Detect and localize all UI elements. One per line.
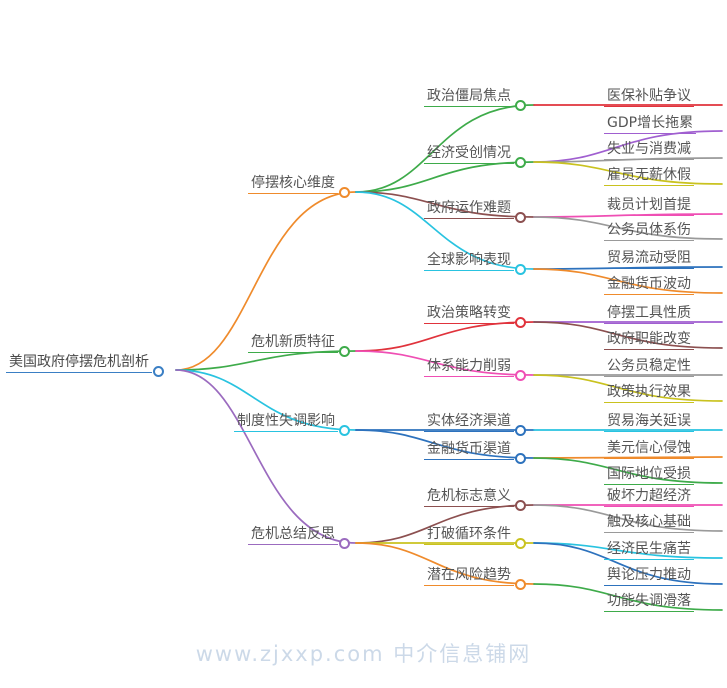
- level2-node-dot[interactable]: [515, 500, 526, 512]
- level2-node[interactable]: 打破循环条件: [424, 526, 526, 550]
- level2-node-dot[interactable]: [515, 425, 526, 437]
- leaf-node[interactable]: 停摆工具性质: [604, 305, 694, 325]
- level2-node-label: 政治僵局焦点: [424, 88, 514, 108]
- leaf-node-label: 破坏力超经济: [604, 488, 694, 508]
- branch-node-2-label: 危机新质特征: [248, 334, 338, 354]
- leaf-node[interactable]: 政府职能改变: [604, 331, 694, 351]
- branch-node-3-label: 制度性失调影响: [234, 413, 338, 433]
- leaf-node[interactable]: 裁员计划首提: [604, 197, 694, 217]
- branch-node-1-label: 停摆核心维度: [248, 175, 338, 195]
- leaf-node[interactable]: 政策执行效果: [604, 384, 694, 404]
- level2-node-dot[interactable]: [515, 157, 526, 169]
- branch-node-3-dot[interactable]: [339, 425, 350, 437]
- leaf-node-label: 功能失调滑落: [604, 593, 694, 613]
- level2-node-label: 实体经济渠道: [424, 413, 514, 433]
- level2-node[interactable]: 经济受创情况: [424, 145, 526, 169]
- leaf-node-label: 政府职能改变: [604, 331, 694, 351]
- branch-node-3[interactable]: 制度性失调影响: [234, 413, 350, 437]
- edge-path: [175, 350, 357, 371]
- level2-node-dot[interactable]: [515, 579, 526, 591]
- leaf-node-label: 贸易海关延误: [604, 413, 694, 433]
- edge-path: [355, 161, 535, 193]
- leaf-node-label: 贸易流动受阻: [604, 250, 694, 270]
- leaf-node-label: 政策执行效果: [604, 384, 694, 404]
- leaf-node[interactable]: 触及核心基础: [604, 514, 694, 534]
- leaf-node[interactable]: 贸易流动受阻: [604, 250, 694, 270]
- leaf-node-label: 舆论压力推动: [604, 567, 694, 587]
- root-node-dot[interactable]: [153, 366, 164, 378]
- leaf-node[interactable]: 公务员体系伤: [604, 222, 694, 242]
- level2-node-label: 金融货币渠道: [424, 441, 514, 461]
- level2-node[interactable]: 潜在风险趋势: [424, 567, 526, 591]
- root-node-label: 美国政府停摆危机剖析: [6, 354, 152, 374]
- leaf-node[interactable]: 失业与消费减: [604, 141, 694, 161]
- leaf-node[interactable]: 美元信心侵蚀: [604, 440, 694, 460]
- leaf-node[interactable]: GDP增长拖累: [604, 115, 697, 135]
- leaf-node[interactable]: 经济民生痛苦: [604, 541, 694, 561]
- branch-node-4-label: 危机总结反思: [248, 526, 338, 546]
- level2-node-label: 打破循环条件: [424, 526, 514, 546]
- leaf-node[interactable]: 功能失调滑落: [604, 593, 694, 613]
- leaf-node-label: 停摆工具性质: [604, 305, 694, 325]
- leaf-node-label: 触及核心基础: [604, 514, 694, 534]
- leaf-node-label: 雇员无薪休假: [604, 167, 694, 187]
- leaf-node-label: 国际地位受损: [604, 466, 694, 486]
- leaf-node[interactable]: 国际地位受损: [604, 466, 694, 486]
- level2-node[interactable]: 政府运作难题: [424, 200, 526, 224]
- leaf-node-label: 公务员稳定性: [604, 358, 694, 378]
- level2-node-dot[interactable]: [515, 264, 526, 276]
- leaf-node[interactable]: 医保补贴争议: [604, 88, 694, 108]
- leaf-node-label: 公务员体系伤: [604, 222, 694, 242]
- leaf-node-label: 美元信心侵蚀: [604, 440, 694, 460]
- leaf-node[interactable]: 破坏力超经济: [604, 488, 694, 508]
- branch-node-1[interactable]: 停摆核心维度: [248, 175, 350, 199]
- level2-node-label: 政府运作难题: [424, 200, 514, 220]
- level2-node[interactable]: 全球影响表现: [424, 252, 526, 276]
- level2-node-label: 潜在风险趋势: [424, 567, 514, 587]
- leaf-node[interactable]: 舆论压力推动: [604, 567, 694, 587]
- leaf-node-label: 失业与消费减: [604, 141, 694, 161]
- level2-node-dot[interactable]: [515, 538, 526, 550]
- leaf-node[interactable]: 金融货币波动: [604, 276, 694, 296]
- level2-node-label: 体系能力削弱: [424, 358, 514, 378]
- level2-node-dot[interactable]: [515, 453, 526, 465]
- branch-node-4-dot[interactable]: [339, 538, 350, 550]
- branch-node-2[interactable]: 危机新质特征: [248, 334, 350, 358]
- leaf-node-label: 裁员计划首提: [604, 197, 694, 217]
- level2-node-dot[interactable]: [515, 317, 526, 329]
- level2-node[interactable]: 金融货币渠道: [424, 441, 526, 465]
- level2-node-label: 政治策略转变: [424, 305, 514, 325]
- edge-path: [175, 369, 357, 544]
- leaf-node[interactable]: 公务员稳定性: [604, 358, 694, 378]
- leaf-node[interactable]: 雇员无薪休假: [604, 167, 694, 187]
- branch-node-1-dot[interactable]: [339, 187, 350, 199]
- leaf-node-label: GDP增长拖累: [604, 115, 697, 135]
- level2-node-label: 危机标志意义: [424, 488, 514, 508]
- leaf-node-label: 医保补贴争议: [604, 88, 694, 108]
- level2-node-label: 经济受创情况: [424, 145, 514, 165]
- level2-node[interactable]: 实体经济渠道: [424, 413, 526, 437]
- level2-node-dot[interactable]: [515, 212, 526, 224]
- level2-node-dot[interactable]: [515, 370, 526, 382]
- branch-node-2-dot[interactable]: [339, 346, 350, 358]
- level2-node[interactable]: 体系能力削弱: [424, 358, 526, 382]
- edge-path: [355, 321, 535, 352]
- root-node[interactable]: 美国政府停摆危机剖析: [6, 354, 164, 378]
- watermark: www.zjxxp.com 中介信息铺网: [195, 642, 532, 666]
- level2-node-dot[interactable]: [515, 100, 526, 112]
- branch-node-4[interactable]: 危机总结反思: [248, 526, 350, 550]
- level2-node[interactable]: 政治僵局焦点: [424, 88, 526, 112]
- leaf-node-label: 金融货币波动: [604, 276, 694, 296]
- level2-node-label: 全球影响表现: [424, 252, 514, 272]
- level2-node[interactable]: 危机标志意义: [424, 488, 526, 512]
- level2-node[interactable]: 政治策略转变: [424, 305, 526, 329]
- leaf-node[interactable]: 贸易海关延误: [604, 413, 694, 433]
- leaf-node-label: 经济民生痛苦: [604, 541, 694, 561]
